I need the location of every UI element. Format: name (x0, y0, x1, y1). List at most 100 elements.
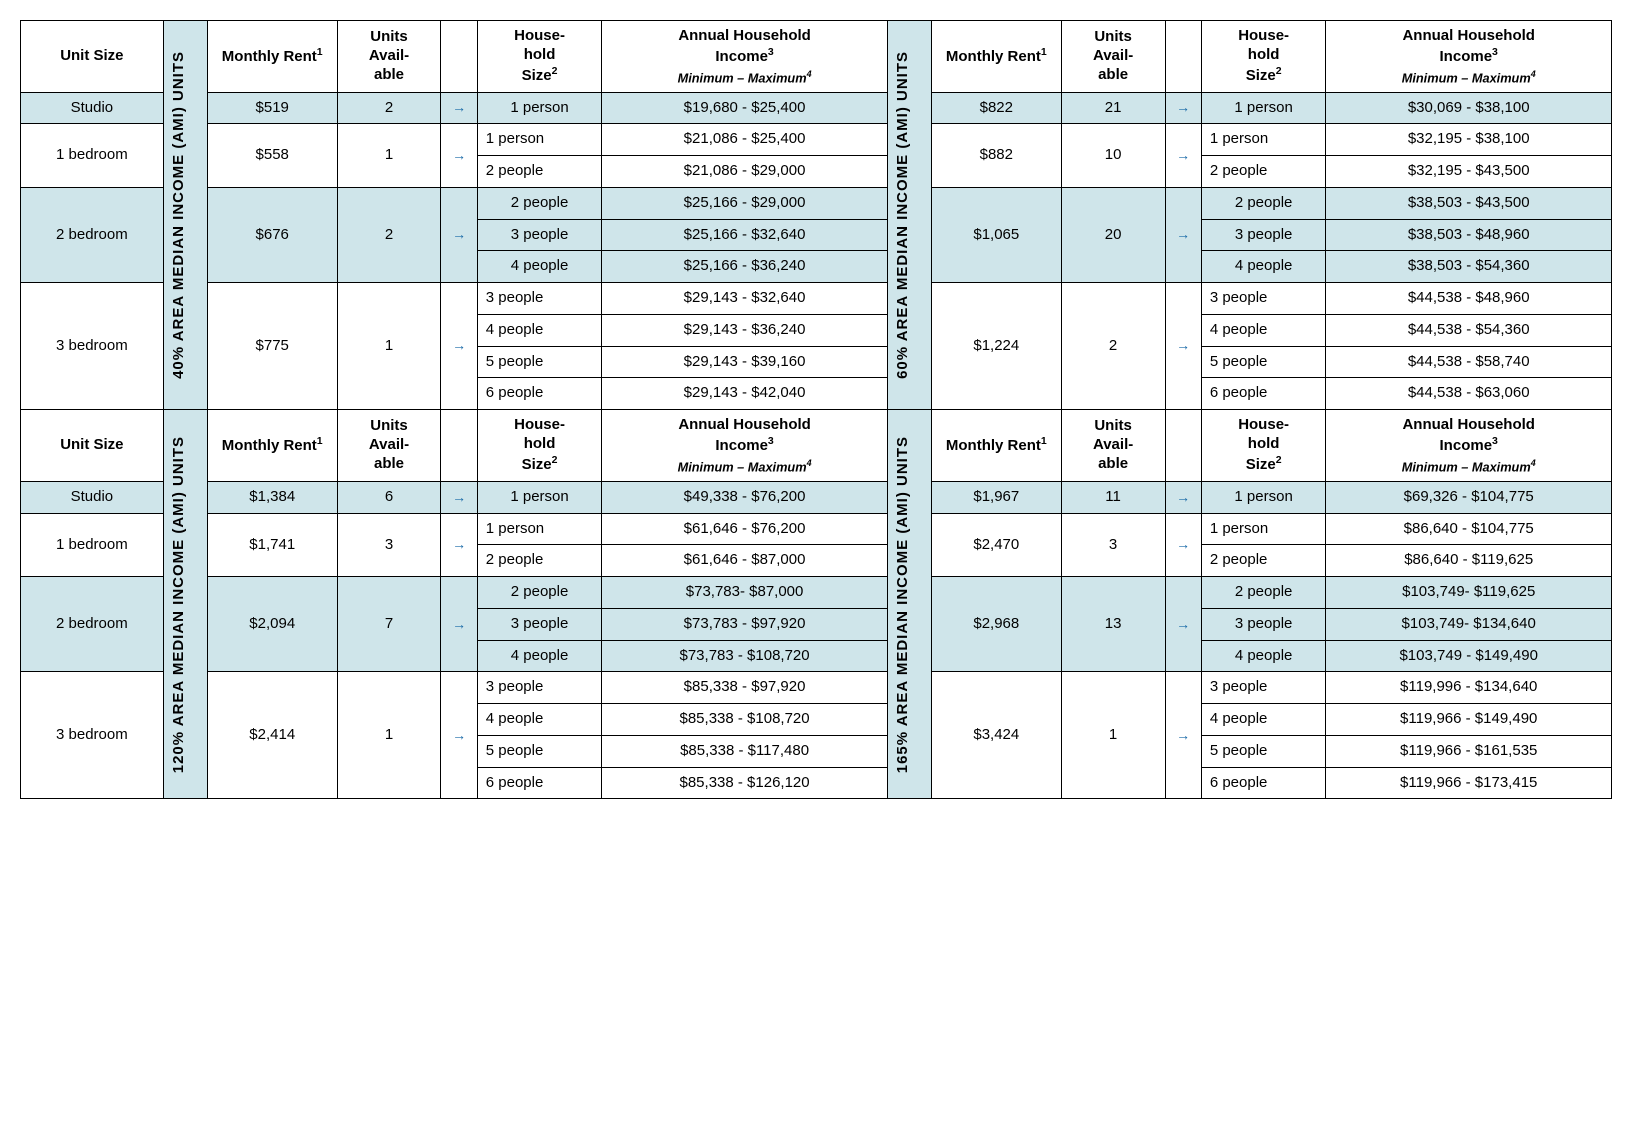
cell-monthly-rent: $2,470 (931, 513, 1061, 577)
arrow-icon: → (441, 92, 477, 124)
ami-tier-label-left: 120% AREA MEDIAN INCOME (AMI) UNITS (163, 410, 207, 799)
cell-annual-income: $119,966 - $149,490 (1326, 704, 1612, 736)
arrow-icon: → (441, 283, 477, 410)
cell-household-size: 6 people (477, 767, 602, 799)
arrow-icon: → (1165, 92, 1201, 124)
cell-annual-income: $119,996 - $134,640 (1326, 672, 1612, 704)
cell-annual-income: $25,166 - $29,000 (602, 187, 887, 219)
cell-annual-income: $86,640 - $119,625 (1326, 545, 1612, 577)
cell-monthly-rent: $3,424 (931, 672, 1061, 799)
table-row: 2 bedroom$6762→2 people$25,166 - $29,000… (21, 187, 1612, 219)
hdr-unit-size: Unit Size (21, 21, 164, 93)
cell-household-size: 2 people (477, 156, 602, 188)
cell-annual-income: $38,503 - $48,960 (1326, 219, 1612, 251)
cell-units-available: 2 (1061, 283, 1165, 410)
cell-unit-size: Studio (21, 92, 164, 124)
cell-household-size: 3 people (1201, 608, 1326, 640)
ami-tier-label-right: 165% AREA MEDIAN INCOME (AMI) UNITS (887, 410, 931, 799)
hdr-monthly-rent: Monthly Rent1 (931, 21, 1061, 93)
hdr-annual-income: Annual HouseholdIncome3Minimum – Maximum… (602, 21, 887, 93)
cell-units-available: 1 (337, 672, 441, 799)
cell-unit-size: 1 bedroom (21, 513, 164, 577)
cell-annual-income: $69,326 - $104,775 (1326, 481, 1612, 513)
table-row: Studio$1,3846→1 person$49,338 - $76,200$… (21, 481, 1612, 513)
cell-household-size: 2 people (477, 545, 602, 577)
cell-household-size: 2 people (1201, 577, 1326, 609)
cell-household-size: 2 people (1201, 187, 1326, 219)
cell-annual-income: $29,143 - $42,040 (602, 378, 887, 410)
cell-household-size: 1 person (477, 124, 602, 156)
hdr-monthly-rent: Monthly Rent1 (931, 410, 1061, 482)
cell-household-size: 3 people (477, 219, 602, 251)
cell-annual-income: $44,538 - $48,960 (1326, 283, 1612, 315)
cell-household-size: 1 person (477, 92, 602, 124)
cell-monthly-rent: $1,967 (931, 481, 1061, 513)
cell-annual-income: $61,646 - $87,000 (602, 545, 887, 577)
cell-monthly-rent: $2,094 (207, 577, 337, 672)
cell-household-size: 4 people (477, 251, 602, 283)
cell-household-size: 5 people (477, 735, 602, 767)
arrow-icon: → (441, 124, 477, 188)
arrow-icon: → (441, 481, 477, 513)
cell-annual-income: $85,338 - $117,480 (602, 735, 887, 767)
hdr-household-size: House-holdSize2 (477, 21, 602, 93)
cell-units-available: 10 (1061, 124, 1165, 188)
hdr-units-available: UnitsAvail-able (1061, 410, 1165, 482)
cell-monthly-rent: $676 (207, 187, 337, 282)
cell-annual-income: $29,143 - $32,640 (602, 283, 887, 315)
cell-household-size: 4 people (1201, 251, 1326, 283)
cell-annual-income: $19,680 - $25,400 (602, 92, 887, 124)
cell-annual-income: $103,749- $119,625 (1326, 577, 1612, 609)
cell-units-available: 6 (337, 481, 441, 513)
arrow-icon: → (1165, 187, 1201, 282)
cell-annual-income: $86,640 - $104,775 (1326, 513, 1612, 545)
cell-annual-income: $103,749- $134,640 (1326, 608, 1612, 640)
cell-units-available: 21 (1061, 92, 1165, 124)
table-row: 2 bedroom$2,0947→2 people$73,783- $87,00… (21, 577, 1612, 609)
cell-annual-income: $119,966 - $173,415 (1326, 767, 1612, 799)
cell-household-size: 5 people (1201, 735, 1326, 767)
cell-household-size: 2 people (1201, 156, 1326, 188)
cell-unit-size: 3 bedroom (21, 283, 164, 410)
cell-monthly-rent: $558 (207, 124, 337, 188)
cell-monthly-rent: $775 (207, 283, 337, 410)
hdr-arrow (1165, 410, 1201, 482)
cell-household-size: 3 people (477, 672, 602, 704)
arrow-icon: → (441, 577, 477, 672)
cell-units-available: 1 (337, 283, 441, 410)
hdr-arrow (441, 21, 477, 93)
cell-annual-income: $85,338 - $108,720 (602, 704, 887, 736)
arrow-icon: → (441, 672, 477, 799)
cell-household-size: 4 people (477, 704, 602, 736)
cell-units-available: 7 (337, 577, 441, 672)
hdr-units-available: UnitsAvail-able (1061, 21, 1165, 93)
cell-annual-income: $85,338 - $97,920 (602, 672, 887, 704)
cell-monthly-rent: $1,065 (931, 187, 1061, 282)
cell-annual-income: $103,749 - $149,490 (1326, 640, 1612, 672)
hdr-unit-size: Unit Size (21, 410, 164, 482)
cell-units-available: 2 (337, 187, 441, 282)
cell-unit-size: 3 bedroom (21, 672, 164, 799)
cell-monthly-rent: $2,968 (931, 577, 1061, 672)
cell-annual-income: $44,538 - $58,740 (1326, 346, 1612, 378)
cell-units-available: 1 (1061, 672, 1165, 799)
cell-monthly-rent: $1,384 (207, 481, 337, 513)
cell-annual-income: $73,783 - $97,920 (602, 608, 887, 640)
cell-annual-income: $29,143 - $39,160 (602, 346, 887, 378)
cell-annual-income: $49,338 - $76,200 (602, 481, 887, 513)
hdr-arrow (1165, 21, 1201, 93)
cell-household-size: 3 people (1201, 283, 1326, 315)
arrow-icon: → (1165, 513, 1201, 577)
cell-units-available: 2 (337, 92, 441, 124)
cell-household-size: 4 people (1201, 640, 1326, 672)
cell-household-size: 1 person (1201, 92, 1326, 124)
cell-household-size: 4 people (477, 640, 602, 672)
cell-monthly-rent: $822 (931, 92, 1061, 124)
cell-monthly-rent: $2,414 (207, 672, 337, 799)
cell-household-size: 2 people (477, 577, 602, 609)
cell-annual-income: $44,538 - $54,360 (1326, 314, 1612, 346)
arrow-icon: → (1165, 124, 1201, 188)
cell-unit-size: 1 bedroom (21, 124, 164, 188)
cell-household-size: 4 people (477, 314, 602, 346)
cell-annual-income: $38,503 - $43,500 (1326, 187, 1612, 219)
